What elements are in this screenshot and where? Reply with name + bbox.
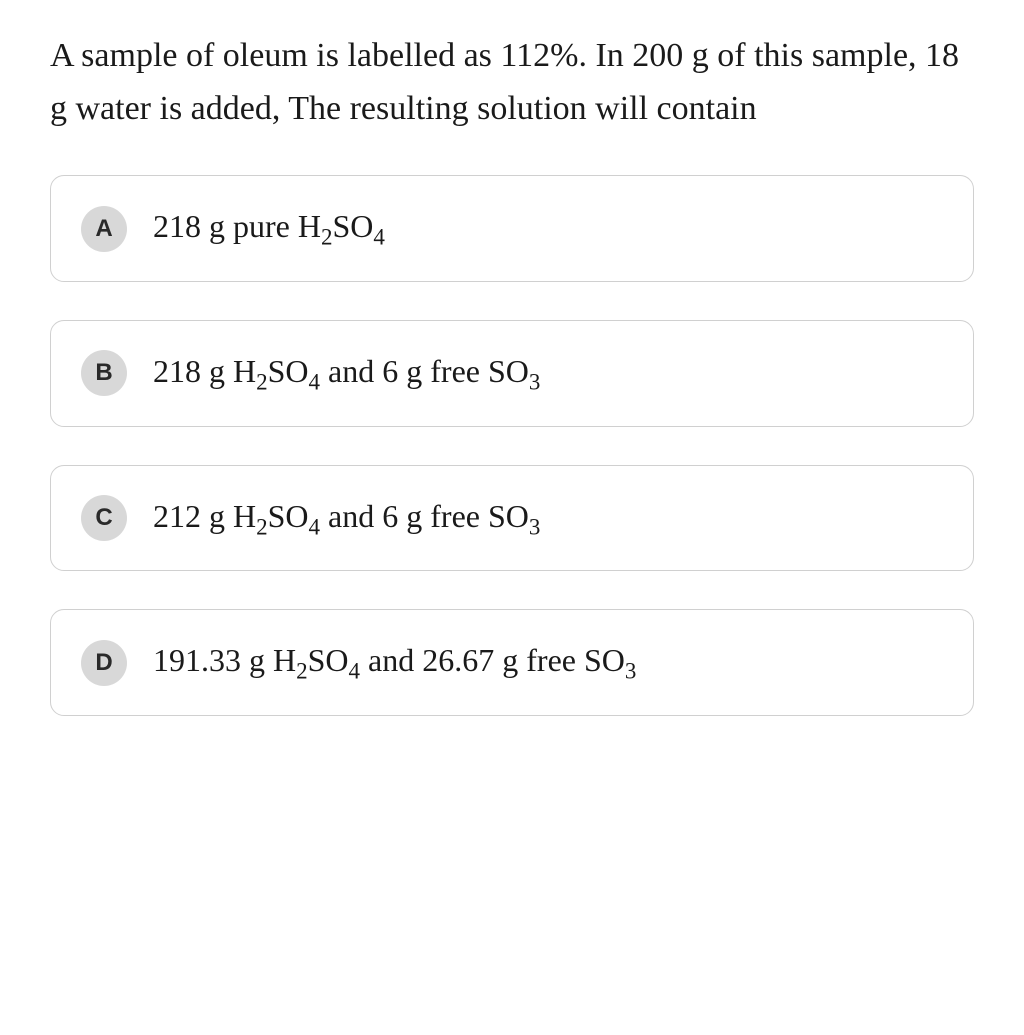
option-badge-c: C	[81, 495, 127, 541]
option-a-prefix: 218 g pure	[153, 208, 298, 244]
option-a-formula: H2SO4	[298, 208, 385, 244]
option-c-formula: H2SO4	[233, 498, 320, 534]
question-text: A sample of oleum is labelled as 112%. I…	[50, 30, 974, 135]
option-a-card[interactable]: A 218 g pure H2SO4	[50, 175, 974, 282]
option-c-prefix: 212 g	[153, 498, 233, 534]
option-text-a: 218 g pure H2SO4	[153, 204, 385, 253]
option-b-formula: H2SO4	[233, 353, 320, 389]
option-badge-a: A	[81, 206, 127, 252]
option-b-card[interactable]: B 218 g H2SO4 and 6 g free SO3	[50, 320, 974, 427]
option-d-formula: H2SO4	[273, 642, 360, 678]
option-badge-d: D	[81, 640, 127, 686]
option-d-mid: and 26.67 g free	[360, 642, 584, 678]
option-c-mid: and 6 g free	[320, 498, 488, 534]
option-badge-b: B	[81, 350, 127, 396]
option-text-c: 212 g H2SO4 and 6 g free SO3	[153, 494, 540, 543]
option-text-b: 218 g H2SO4 and 6 g free SO3	[153, 349, 540, 398]
option-d-prefix: 191.33 g	[153, 642, 273, 678]
option-text-d: 191.33 g H2SO4 and 26.67 g free SO3	[153, 638, 636, 687]
option-d-formula2: SO3	[584, 642, 636, 678]
option-b-formula2: SO3	[488, 353, 540, 389]
option-c-card[interactable]: C 212 g H2SO4 and 6 g free SO3	[50, 465, 974, 572]
option-b-mid: and 6 g free	[320, 353, 488, 389]
option-b-prefix: 218 g	[153, 353, 233, 389]
option-d-card[interactable]: D 191.33 g H2SO4 and 26.67 g free SO3	[50, 609, 974, 716]
option-c-formula2: SO3	[488, 498, 540, 534]
